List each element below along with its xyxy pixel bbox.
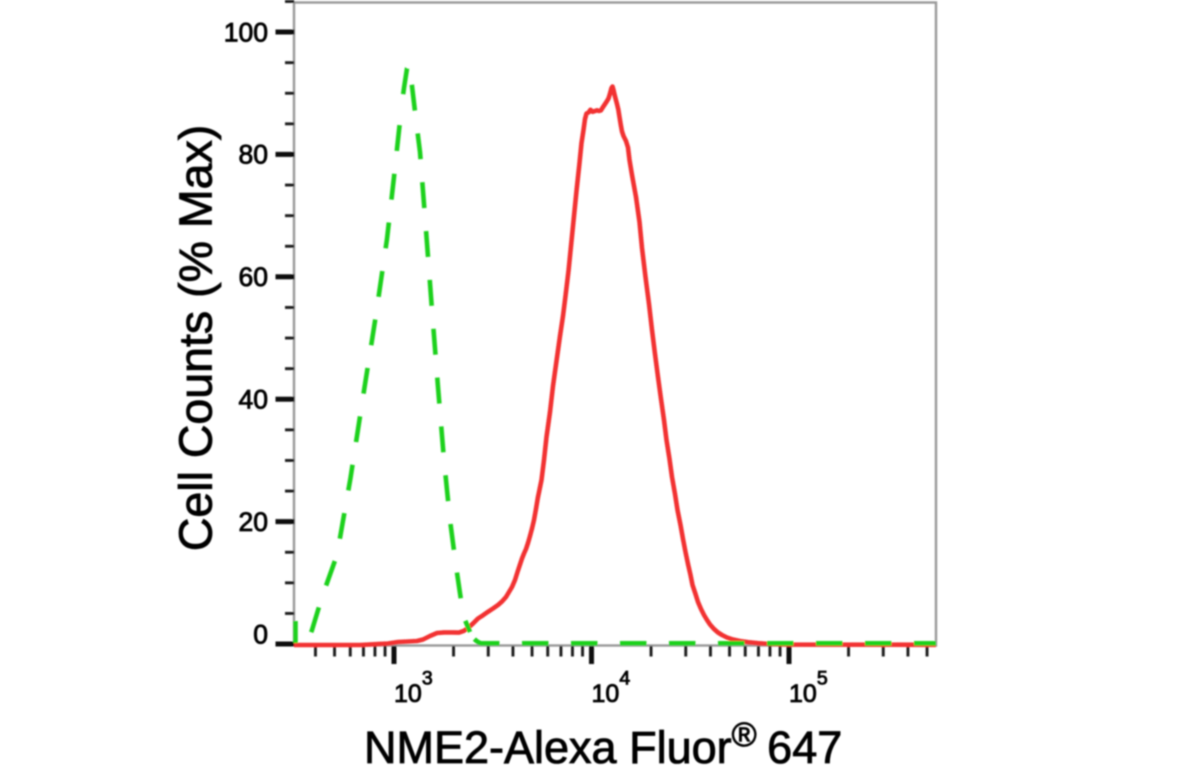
svg-text:40: 40	[239, 385, 268, 415]
svg-text:60: 60	[239, 262, 268, 292]
svg-text:20: 20	[239, 507, 268, 537]
svg-text:NME2-Alexa Fluor®647: NME2-Alexa Fluor® 647	[364, 716, 842, 773]
svg-text:100: 100	[224, 17, 268, 47]
svg-text:Cell Counts (% Max): Cell Counts (% Max)	[170, 125, 222, 551]
svg-text:0: 0	[253, 619, 268, 649]
svg-text:80: 80	[239, 140, 268, 170]
